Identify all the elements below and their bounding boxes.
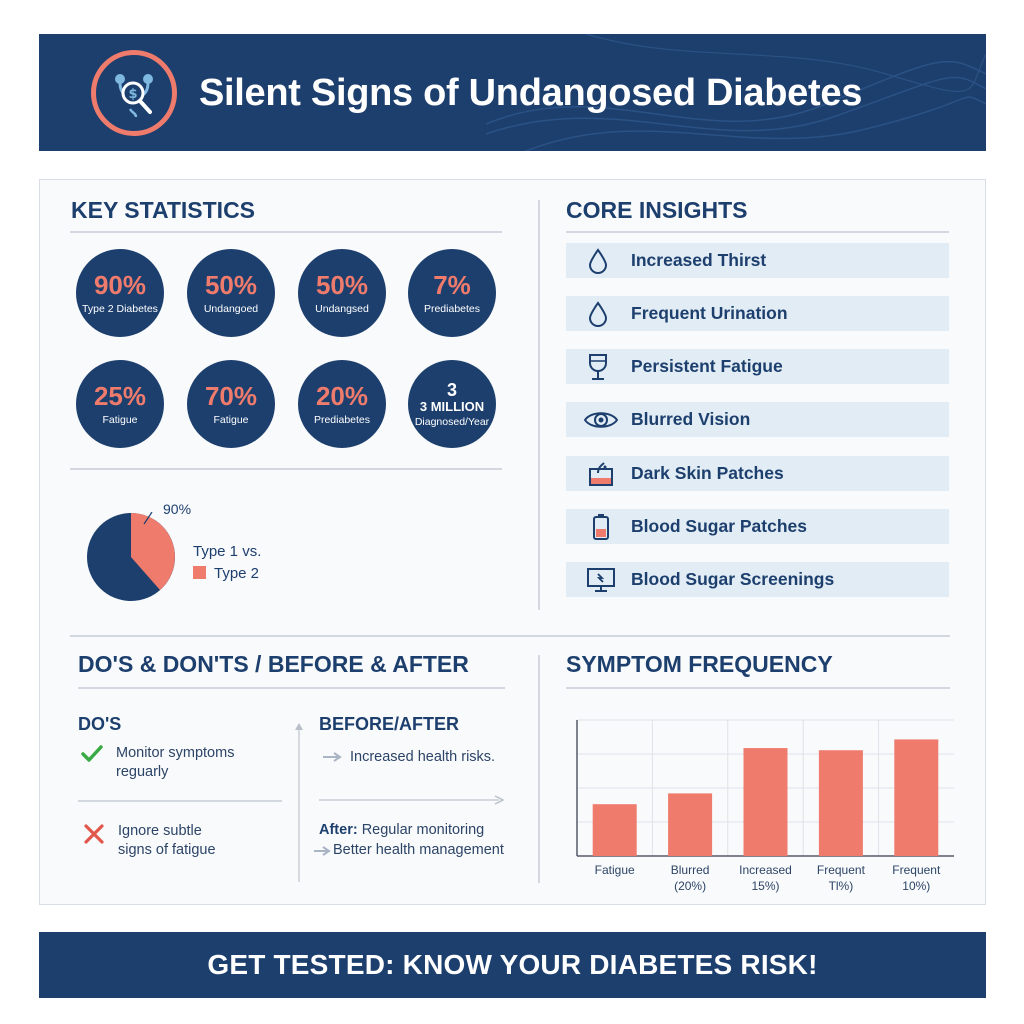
after-text: After: Regular monitoring (319, 822, 485, 838)
stat-circle: 50% Undangsed (298, 249, 386, 337)
cross-icon (84, 824, 104, 844)
stat-circle: 7% Prediabetes (408, 249, 496, 337)
check-icon (81, 745, 103, 762)
symptom-frequency-chart: Fatigue Blurred (20%) Increased 15%) Frequent… (576, 719, 954, 893)
arrow-right-icon (323, 752, 342, 762)
x-tick-label: 15%) (751, 879, 779, 893)
page-title: Silent Signs of Undangosed Diabetes (199, 72, 863, 114)
stat-circle: 90% Type 2 Diabetes (76, 249, 164, 337)
chart-bar (743, 748, 788, 856)
dos-title: DO'S (78, 714, 122, 734)
dos-inner-divider (78, 800, 282, 802)
dos-donts-divider (78, 687, 505, 689)
skin-icon (589, 461, 613, 486)
stat-circle: 25% Fatigue (76, 360, 164, 448)
column-divider-top (538, 200, 540, 610)
water-drop-icon (588, 300, 608, 327)
stat-circle: 20% Prediabetes (298, 360, 386, 448)
x-tick-label: Fatigue (595, 863, 635, 877)
stat-circle: 3 3 MILLION Diagnosed/Year (408, 360, 496, 448)
stethoscope-magnifier-icon: $ (115, 74, 153, 118)
section-divider-middle (70, 635, 950, 637)
vertical-arrow-divider (295, 723, 303, 882)
cup-icon (589, 353, 607, 380)
x-tick-label: 10%) (902, 879, 930, 893)
key-statistics-divider (70, 231, 502, 233)
chart-bar (592, 804, 637, 856)
core-insights-divider (566, 231, 949, 233)
arrow-right-icon (314, 846, 331, 856)
footer-cta-text: GET TESTED: KNOW YOUR DIABETES RISK! (207, 949, 818, 980)
pie-callout-label: 90% (163, 501, 192, 517)
insight-item-blurred-vision: Blurred Vision (566, 402, 949, 437)
chart-bar (818, 750, 863, 856)
do-item-text: Monitor symptoms reguarly (116, 745, 235, 780)
stat-circle: 70% Fatigue (187, 360, 275, 448)
svg-text:$: $ (128, 87, 137, 102)
before-after-arrow (319, 795, 505, 805)
x-tick-label: Frequent (892, 863, 941, 877)
x-tick-label: Frequent (817, 863, 866, 877)
statistics-divider (70, 468, 502, 470)
x-tick-label: (20%) (674, 879, 706, 893)
symptom-frequency-title: SYMPTOM FREQUENCY (566, 651, 833, 677)
monitor-icon (587, 567, 615, 592)
core-insights-title: CORE INSIGHTS (566, 197, 748, 223)
pie-legend-line2: Type 2 (193, 565, 259, 582)
chart-bar (668, 793, 713, 856)
key-statistics-title: KEY STATISTICS (71, 197, 256, 223)
chart-bar (894, 739, 939, 856)
legend-swatch (193, 566, 206, 579)
insight-item-frequent-urination: Frequent Urination (566, 296, 949, 331)
water-drop-icon (588, 247, 608, 274)
insight-item-increased-thirst: Increased Thirst (566, 243, 949, 278)
insight-item-blood-sugar-screenings: Blood Sugar Screenings (566, 562, 949, 597)
pie-legend-line1: Type 1 vs. (193, 543, 262, 560)
before-after-title: BEFORE/AFTER (319, 714, 460, 734)
eye-icon (583, 411, 619, 428)
wave-pattern-decoration (486, 34, 986, 151)
insight-item-persistent-fatigue: Persistent Fatigue (566, 349, 949, 384)
insight-item-dark-skin-patches: Dark Skin Patches (566, 456, 949, 491)
logo-badge: $ (91, 50, 177, 136)
pie-slice-type2 (131, 513, 175, 590)
after-result-text: Better health management (333, 842, 504, 858)
stat-circle: 50% Undangoed (187, 249, 275, 337)
symptom-frequency-divider (566, 687, 950, 689)
x-tick-label: Increased (739, 863, 792, 877)
dos-donts-title: DO'S & DON'TS / BEFORE & AFTER (78, 651, 469, 677)
type-pie-chart (87, 512, 175, 601)
before-text: Increased health risks. (350, 749, 496, 765)
x-tick-label: Blurred (671, 863, 710, 877)
x-tick-label: Tl%) (829, 879, 854, 893)
dont-item-text: Ignore subtle signs of fatigue (118, 823, 216, 858)
insight-item-blood-sugar-patches: Blood Sugar Patches (566, 509, 949, 544)
column-divider-bottom (538, 655, 540, 883)
footer-cta-banner[interactable]: GET TESTED: KNOW YOUR DIABETES RISK! (39, 932, 986, 998)
header-banner: $ Silent Signs of Undangosed Diabetes (39, 34, 986, 151)
battery-icon (593, 513, 609, 540)
